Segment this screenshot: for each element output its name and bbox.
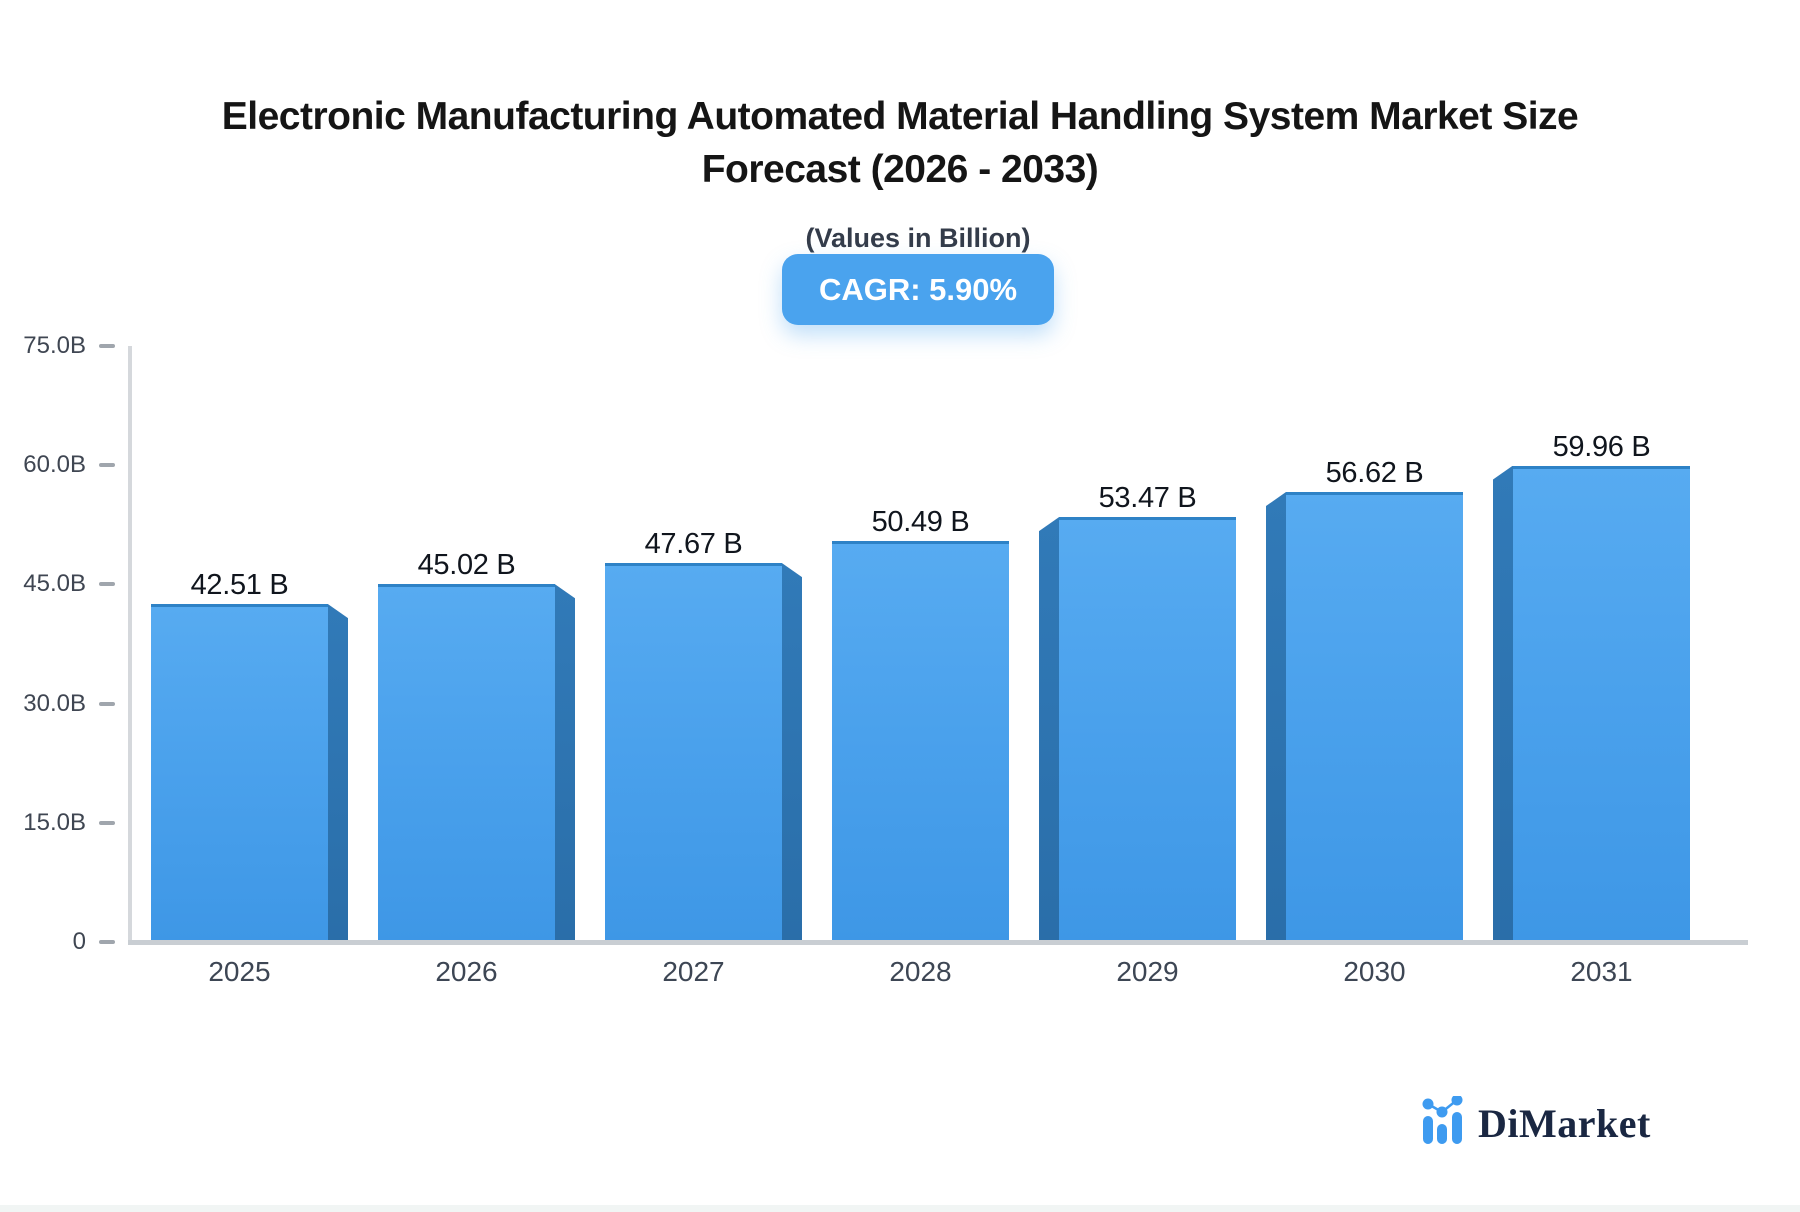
bar-value-label: 53.47 B: [1098, 482, 1197, 515]
bar: [378, 584, 555, 942]
x-axis-label: 2029: [1116, 956, 1179, 987]
y-axis-tick-dash: [99, 344, 115, 348]
y-axis-line: [128, 346, 132, 942]
y-axis-tick-label: 30.0B: [23, 689, 86, 717]
y-axis-tick-dash: [99, 820, 115, 825]
bar-value-label: 59.96 B: [1552, 430, 1651, 463]
chart-title-line2: Forecast (2026 - 2033): [701, 148, 1099, 191]
bar-side: [1493, 465, 1513, 942]
bar: [1286, 492, 1463, 942]
y-axis-tick-label: 75.0B: [23, 332, 86, 359]
bar: [1059, 517, 1236, 942]
bar-value-label: 50.49 B: [871, 505, 970, 538]
bar: [832, 540, 1009, 942]
bar-value-label: 42.51 B: [190, 569, 289, 602]
x-axis-label: 2027: [662, 956, 725, 987]
bar-side: [1039, 517, 1059, 942]
y-axis-tick-label: 0: [72, 928, 86, 955]
x-axis-label: 2026: [435, 956, 498, 987]
brand-logo: DiMarket: [1420, 1096, 1651, 1146]
x-axis-line: [128, 940, 1748, 945]
bar: [605, 563, 782, 942]
chart-title: Electronic Manufacturing Automated Mater…: [0, 90, 1800, 196]
bar: [151, 604, 328, 942]
y-axis-tick-label: 15.0B: [23, 808, 86, 836]
y-axis-tick-label: 60.0B: [23, 451, 86, 479]
bar-side: [555, 584, 575, 942]
brand-name: DiMarket: [1478, 1101, 1651, 1146]
bar-value-label: 45.02 B: [417, 549, 516, 582]
y-axis-tick-dash: [99, 582, 115, 587]
y-axis-tick-label: 45.0B: [23, 570, 86, 598]
dimarket-logo-icon: [1422, 1096, 1463, 1144]
bar-side: [1266, 492, 1286, 942]
y-axis-tick-dash: [99, 940, 115, 944]
cagr-badge: CAGR: 5.90%: [781, 254, 1055, 325]
bar-value-label: 47.67 B: [644, 528, 743, 561]
bottom-edge-strip: [0, 1205, 1800, 1212]
bar-side: [782, 563, 802, 942]
y-axis-tick-dash: [99, 701, 115, 706]
chart-subtitle: (Values in Billion): [805, 223, 1031, 253]
bar-value-label: 56.62 B: [1325, 457, 1424, 490]
x-axis-label: 2030: [1343, 956, 1406, 987]
cagr-badge-row: CAGR: 5.90%: [18, 254, 1800, 325]
chart-title-line1: Electronic Manufacturing Automated Mater…: [221, 95, 1579, 138]
x-axis-label: 2031: [1570, 956, 1633, 987]
bar-side: [328, 604, 348, 942]
x-axis-label: 2028: [889, 956, 952, 987]
bar: [1513, 465, 1690, 942]
y-axis-tick-dash: [99, 463, 115, 468]
x-axis-label: 2025: [208, 956, 271, 987]
